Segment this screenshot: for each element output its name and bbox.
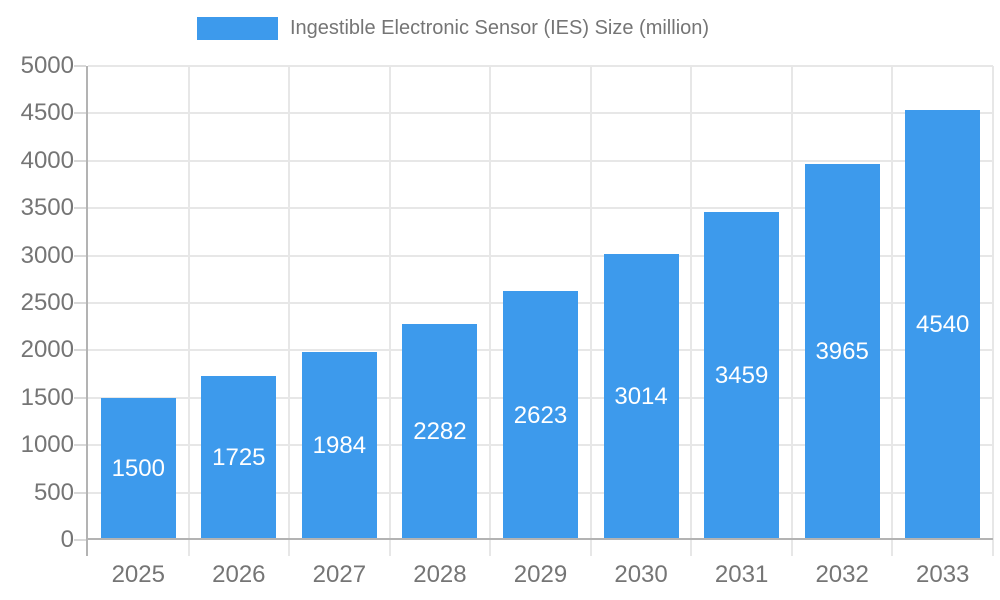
gridline-h bbox=[88, 112, 993, 115]
bar bbox=[402, 323, 478, 540]
gridline-v bbox=[288, 66, 291, 556]
x-tick-label: 2028 bbox=[413, 561, 467, 588]
bar bbox=[301, 351, 377, 540]
y-axis-line bbox=[86, 66, 88, 556]
bar bbox=[804, 164, 880, 540]
x-tick-label: 2025 bbox=[111, 561, 165, 588]
bar bbox=[603, 254, 679, 540]
y-tick-label: 5000 bbox=[20, 52, 74, 79]
y-tick bbox=[74, 396, 86, 399]
gridline-v bbox=[589, 66, 592, 556]
bar-value-label: 1984 bbox=[312, 431, 367, 459]
gridline-h bbox=[88, 65, 993, 67]
legend-swatch bbox=[197, 17, 278, 40]
y-tick bbox=[74, 302, 86, 304]
gridline-h bbox=[88, 159, 993, 162]
x-tick-label: 2029 bbox=[513, 561, 568, 588]
y-tick-label: 1500 bbox=[20, 383, 74, 411]
x-tick-label: 2026 bbox=[212, 561, 266, 588]
x-axis-line bbox=[86, 538, 993, 540]
y-tick bbox=[74, 112, 86, 115]
bar-value-label: 3014 bbox=[614, 383, 668, 411]
y-tick-label: 500 bbox=[33, 478, 74, 506]
y-tick bbox=[74, 444, 86, 447]
y-tick-label: 4500 bbox=[20, 99, 74, 127]
y-tick bbox=[74, 491, 86, 494]
y-tick bbox=[74, 65, 86, 67]
y-tick-label: 4000 bbox=[20, 146, 74, 174]
bar-value-label: 2623 bbox=[513, 401, 568, 429]
x-tick-label: 2030 bbox=[614, 561, 668, 588]
gridline-v bbox=[690, 66, 693, 556]
bar bbox=[100, 397, 176, 540]
gridline-v bbox=[187, 66, 190, 556]
y-tick bbox=[74, 254, 86, 257]
bar bbox=[704, 212, 780, 540]
gridline-v bbox=[992, 66, 994, 556]
x-tick-label: 2031 bbox=[714, 561, 769, 588]
x-tick-label: 2033 bbox=[916, 561, 970, 588]
bar bbox=[201, 376, 277, 540]
plot-area: 1500 1725 1984 2282 2623 3014 3459 3965 4540 bbox=[74, 65, 994, 556]
x-tick-label: 2027 bbox=[312, 561, 367, 588]
y-tick-label: 2000 bbox=[20, 336, 74, 364]
bar-value-label: 4540 bbox=[916, 310, 970, 338]
bar bbox=[905, 109, 981, 540]
gridline-v bbox=[388, 66, 391, 556]
y-tick-label: 1000 bbox=[20, 431, 74, 459]
bar-value-label: 3965 bbox=[815, 338, 869, 366]
legend-item[interactable]: Ingestible Electronic Sensor (IES) Size … bbox=[197, 17, 709, 40]
y-tick bbox=[74, 349, 86, 352]
y-tick bbox=[74, 539, 86, 541]
y-tick bbox=[74, 159, 86, 162]
gridline-v bbox=[489, 66, 492, 556]
y-tick-label: 0 bbox=[60, 526, 74, 553]
bar-value-label: 3459 bbox=[714, 362, 769, 390]
bar-value-label: 2282 bbox=[413, 417, 467, 445]
y-tick-label: 2500 bbox=[20, 289, 74, 316]
y-tick bbox=[74, 207, 86, 210]
bar-value-label: 1500 bbox=[111, 454, 165, 482]
gridline-v bbox=[790, 66, 793, 556]
y-tick-label: 3000 bbox=[20, 241, 74, 269]
bar-value-label: 1725 bbox=[212, 444, 266, 472]
legend-label: Ingestible Electronic Sensor (IES) Size … bbox=[290, 17, 710, 39]
gridline-v bbox=[891, 66, 894, 556]
bar bbox=[503, 291, 578, 540]
gridline-h bbox=[88, 254, 993, 257]
y-tick-label: 3500 bbox=[20, 194, 74, 222]
x-tick-label: 2032 bbox=[815, 561, 869, 588]
gridline-h bbox=[88, 207, 993, 210]
